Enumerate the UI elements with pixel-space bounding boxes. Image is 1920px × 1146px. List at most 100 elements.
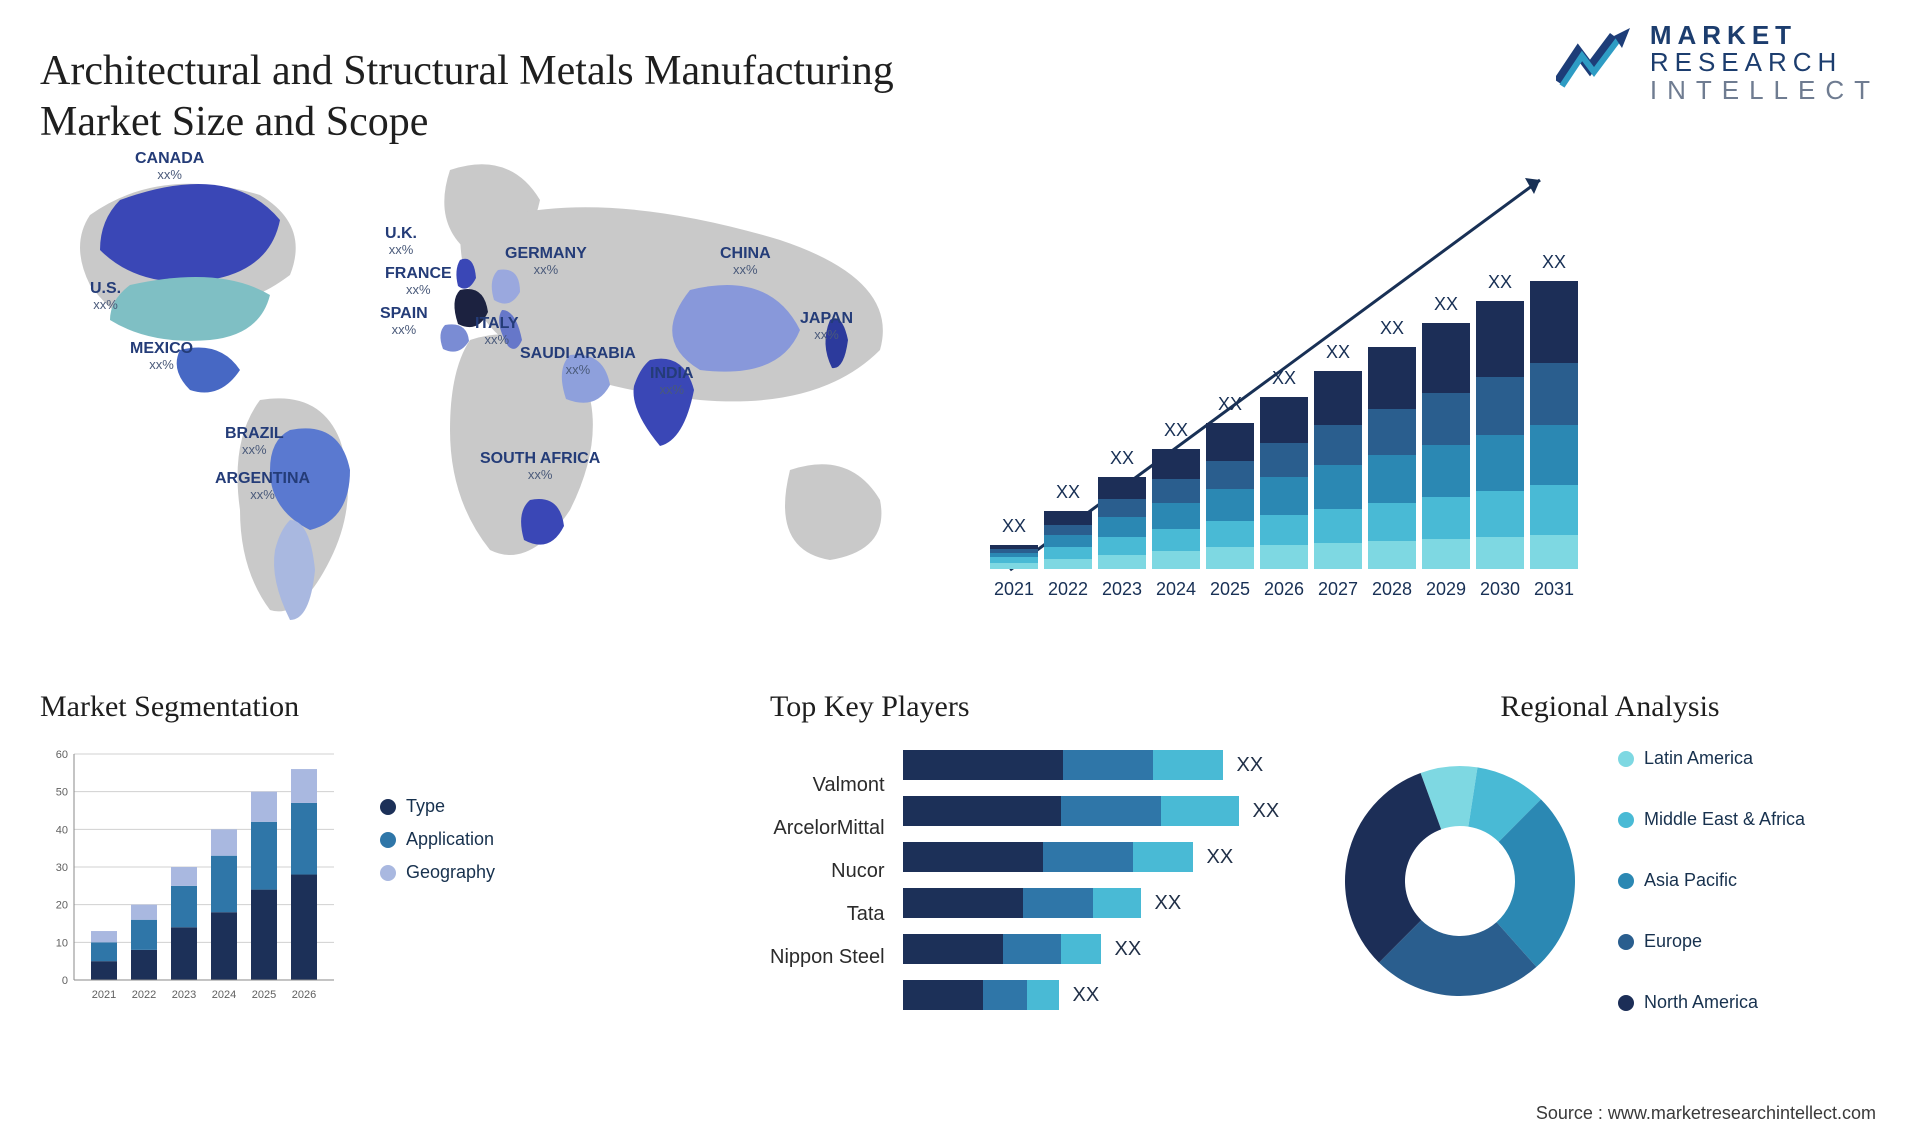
map-label-name: INDIA <box>650 365 694 383</box>
key-player-bar <box>903 934 1101 964</box>
growth-bar-stack <box>1314 371 1362 569</box>
key-player-row: XX <box>903 796 1280 826</box>
map-label-value: xx% <box>90 298 121 312</box>
seg-ytick: 10 <box>56 937 68 949</box>
map-label-japan: JAPANxx% <box>800 310 853 342</box>
growth-bar-segment <box>1098 517 1146 537</box>
map-label-name: JAPAN <box>800 310 853 328</box>
key-player-segment <box>1023 888 1093 918</box>
map-label-value: xx% <box>475 333 519 347</box>
key-player-label: ArcelorMittal <box>773 817 884 840</box>
key-player-bar <box>903 888 1141 918</box>
map-label-canada: CANADAxx% <box>135 150 204 182</box>
growth-bar-stack <box>1152 449 1200 569</box>
growth-bar-2026: XX2026 <box>1260 368 1308 600</box>
map-label-value: xx% <box>385 283 452 297</box>
segmentation-title: Market Segmentation <box>40 690 540 724</box>
regional-legend-label: Latin America <box>1644 748 1753 769</box>
growth-bar-segment <box>1530 425 1578 485</box>
world-map: CANADAxx%U.S.xx%MEXICOxx%BRAZILxx%ARGENT… <box>30 150 960 650</box>
growth-bar-value: XX <box>1380 318 1404 339</box>
growth-bar-2029: XX2029 <box>1422 294 1470 600</box>
map-label-name: ITALY <box>475 315 519 333</box>
key-player-segment <box>1043 842 1133 872</box>
regional-legend-label: Asia Pacific <box>1644 870 1737 891</box>
map-label-value: xx% <box>520 363 636 377</box>
growth-bar-segment <box>1152 529 1200 551</box>
growth-bar-segment <box>1422 497 1470 539</box>
growth-bar-segment <box>1422 445 1470 497</box>
growth-bar-segment <box>1368 541 1416 569</box>
legend-color-icon <box>1618 873 1634 889</box>
key-player-segment <box>983 980 1027 1010</box>
key-player-value: XX <box>1115 938 1142 961</box>
growth-bar-category: 2021 <box>994 579 1034 600</box>
growth-bar-segment <box>1314 371 1362 425</box>
growth-bar-stack <box>1206 423 1254 569</box>
growth-bar-segment <box>1098 555 1146 569</box>
growth-bar-2027: XX2027 <box>1314 342 1362 600</box>
growth-bar-segment <box>1260 515 1308 545</box>
regional-legend: Latin AmericaMiddle East & AfricaAsia Pa… <box>1618 736 1805 1025</box>
seg-legend-item: Application <box>380 829 495 850</box>
regional-legend-item: North America <box>1618 992 1805 1013</box>
key-player-label: Nippon Steel <box>770 946 885 969</box>
growth-bar-segment <box>1260 545 1308 569</box>
seg-bar-segment <box>211 856 237 913</box>
growth-bar-2023: XX2023 <box>1098 448 1146 600</box>
key-player-bar <box>903 796 1239 826</box>
growth-bar-segment <box>1422 393 1470 445</box>
map-label-spain: SPAINxx% <box>380 305 428 337</box>
logo-line1: MARKET <box>1650 22 1880 49</box>
growth-bar-category: 2030 <box>1480 579 1520 600</box>
key-player-segment <box>903 796 1061 826</box>
map-label-value: xx% <box>225 443 284 457</box>
growth-bar-segment <box>1044 547 1092 559</box>
growth-bar-value: XX <box>1488 272 1512 293</box>
map-label-value: xx% <box>505 263 587 277</box>
map-label-india: INDIAxx% <box>650 365 694 397</box>
map-label-name: BRAZIL <box>225 425 284 443</box>
growth-bar-category: 2028 <box>1372 579 1412 600</box>
map-label-name: U.K. <box>385 225 417 243</box>
growth-bar-segment <box>1368 409 1416 455</box>
key-player-segment <box>903 842 1043 872</box>
growth-bar-segment <box>1530 485 1578 535</box>
key-players-title: Top Key Players <box>770 690 1300 724</box>
map-label-saudi-arabia: SAUDI ARABIAxx% <box>520 345 636 377</box>
seg-bar-segment <box>291 875 317 980</box>
seg-bar-segment <box>171 886 197 927</box>
key-player-segment <box>1161 796 1239 826</box>
growth-bar-stack <box>1422 323 1470 569</box>
seg-bar-segment <box>171 927 197 980</box>
seg-bar-segment <box>291 769 317 803</box>
segmentation-legend: TypeApplicationGeography <box>380 784 495 895</box>
seg-bar-segment <box>251 890 277 980</box>
key-player-value: XX <box>1155 892 1182 915</box>
growth-bar-segment <box>1206 423 1254 461</box>
seg-ytick: 40 <box>56 824 68 836</box>
growth-bar-category: 2027 <box>1318 579 1358 600</box>
growth-bar-2030: XX 2030 <box>1476 272 1524 600</box>
seg-legend-label: Type <box>406 796 445 817</box>
map-label-value: xx% <box>380 323 428 337</box>
seg-bar-segment <box>171 867 197 886</box>
seg-xtick: 2023 <box>172 989 196 1001</box>
logo-text: MARKET RESEARCH INTELLECT <box>1650 22 1880 104</box>
map-label-name: CANADA <box>135 150 204 168</box>
growth-bar-value: XX <box>1056 482 1080 503</box>
growth-bar-segment <box>1368 455 1416 503</box>
key-players-section: Top Key Players ValmontArcelorMittalNuco… <box>770 690 1300 1010</box>
map-label-italy: ITALYxx% <box>475 315 519 347</box>
map-label-france: FRANCExx% <box>385 265 452 297</box>
map-label-value: xx% <box>130 358 193 372</box>
seg-ytick: 0 <box>62 975 68 987</box>
growth-bar-segment <box>1368 503 1416 541</box>
growth-bar-segment <box>1152 479 1200 503</box>
growth-bar-value: XX <box>1002 516 1026 537</box>
map-label-value: xx% <box>480 468 600 482</box>
key-player-value: XX <box>1237 754 1264 777</box>
growth-bar-segment <box>1044 535 1092 547</box>
growth-bar-2025: XX2025 <box>1206 394 1254 600</box>
growth-bar-segment <box>1044 525 1092 535</box>
